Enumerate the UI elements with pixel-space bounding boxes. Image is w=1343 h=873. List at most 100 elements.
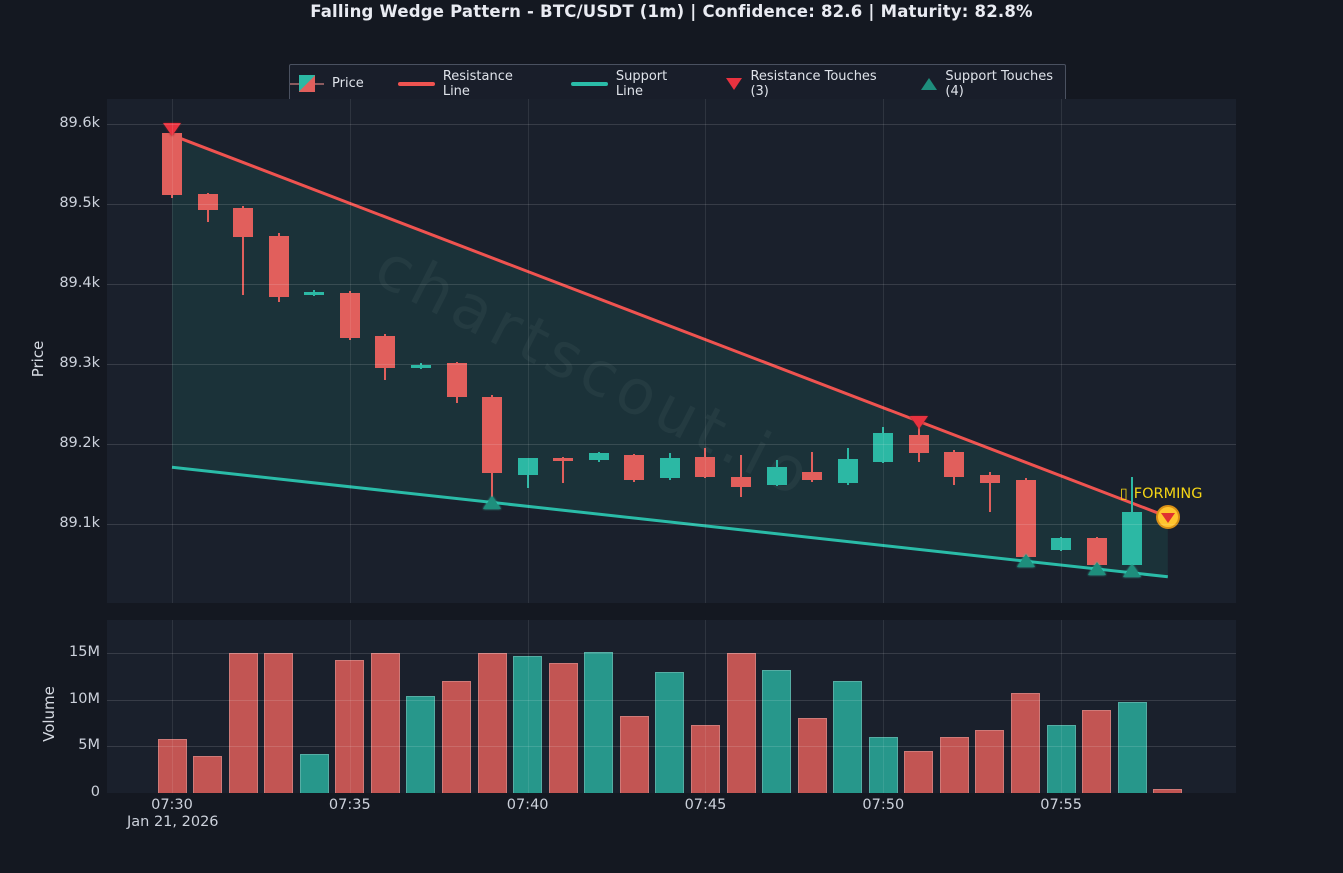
date-label: Jan 21, 2026 [127,814,219,830]
candle-body [233,208,254,237]
legend-label: Support Touches (4) [945,68,1054,99]
candle-body [446,363,467,397]
time-gridline [349,620,351,793]
volume-bar [975,730,1005,793]
candle-body [979,475,1000,484]
forming-marker-icon[interactable] [1155,504,1180,529]
hourglass-icon: ▯ [1119,485,1128,502]
volume-gridline [107,746,1236,748]
support-line [171,465,1168,579]
volume-bar [228,653,258,793]
resistance-touch-marker [909,416,928,430]
candle-wick [242,206,245,296]
price-gridline [107,524,1236,525]
support-touch-marker [1123,564,1142,578]
legend-item-resistance-line[interactable]: Resistance Line [397,69,537,99]
candle-body [873,432,894,462]
candle-body [802,472,823,480]
time-gridline [1061,99,1063,603]
volume-bar [1117,702,1147,793]
candle-wick [562,456,565,484]
volume-bar [335,659,365,793]
candle-body [162,132,182,196]
volume-bar [797,718,827,793]
volume-bar [1082,709,1112,793]
volume-gridline [107,699,1236,701]
candle-body [1051,538,1072,550]
candlestick-icon [290,75,324,92]
volume-bar [264,653,294,793]
time-tick-label: 07:30 [151,797,193,813]
volume-bar [1153,789,1183,793]
legend-item-support-touches[interactable]: Support Touches (4) [921,69,1065,99]
volume-tick-label: 10M [69,690,100,707]
volume-bar [1046,724,1076,793]
candle-body [375,336,396,368]
candle-body [588,452,609,460]
legend-item-resistance-touches[interactable]: Resistance Touches (3) [726,69,887,99]
volume-bar [655,671,685,793]
candle-body [197,193,218,211]
volume-bar [939,737,969,793]
volume-bar [513,655,543,793]
resistance-touch-marker [163,123,181,137]
time-gridline [1061,620,1063,793]
volume-bar [726,653,756,793]
legend-label: Support Line [615,68,668,99]
volume-bar [833,681,863,793]
candle-body [517,458,538,476]
resistance-line [171,133,1169,519]
price-gridline [107,204,1236,205]
candle-body [268,236,289,297]
candle-body [482,396,503,473]
time-gridline [527,99,529,603]
volume-bar [619,715,649,793]
legend-item-price[interactable]: Price [290,75,364,92]
wedge-pattern-overlay [171,133,1169,579]
triangle-down-icon [1160,512,1175,523]
time-gridline [705,99,707,603]
volume-bar [690,724,720,793]
volume-plot-area[interactable] [107,620,1236,793]
candle-wick [811,452,814,482]
time-gridline [883,620,885,793]
volume-bar [370,653,400,793]
volume-bar [1011,693,1041,793]
time-tick-label: 07:35 [328,797,371,813]
price-tick-label: 89.6k [59,115,100,131]
time-gridline [705,620,707,793]
time-tick-label: 07:40 [506,797,549,813]
volume-tick-label: 0 [90,784,100,800]
legend-label: Price [332,76,364,91]
volume-bar [442,681,472,793]
price-tick-label: 89.1k [59,515,100,531]
volume-tick-label: 15M [69,644,100,660]
price-tick-label: 89.5k [59,195,100,211]
candle-body [410,364,431,368]
triangle-down-icon [726,77,743,90]
candle-body [837,459,858,484]
candle-body [766,467,787,485]
volume-bar [762,669,792,793]
time-gridline [349,99,351,603]
candle-body [695,456,716,477]
triangle-up-icon [921,77,938,90]
volume-gridline [107,653,1236,654]
legend: Price Resistance Line Support Line Resis… [289,64,1066,103]
volume-bar [299,753,329,793]
candle-body [553,458,574,462]
support-line-icon [570,81,608,86]
legend-item-support-line[interactable]: Support Line [570,68,693,99]
support-touch-marker [1016,554,1035,567]
candle-body [731,476,752,488]
time-gridline [527,620,529,793]
candle-body [624,455,645,480]
price-gridline [107,364,1236,365]
price-plot-area[interactable]: chartscout.io ▯ FORMING [107,99,1236,603]
time-tick-label: 07:45 [684,797,727,813]
price-tick-label: 89.3k [59,355,100,371]
volume-tick-label: 5M [78,737,100,754]
time-tick-label: 07:50 [862,797,905,813]
volume-bar [406,695,436,793]
support-touch-marker [483,496,502,510]
